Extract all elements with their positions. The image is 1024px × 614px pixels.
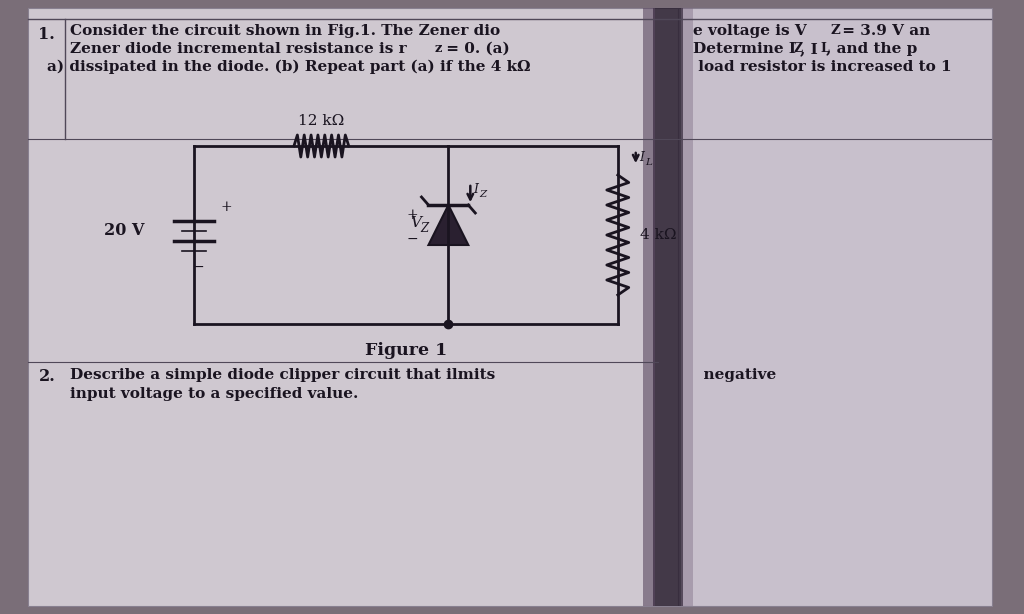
- Text: , and the p: , and the p: [826, 42, 918, 56]
- Text: = 0. (a): = 0. (a): [441, 42, 515, 56]
- Text: V: V: [410, 216, 421, 230]
- Text: Z: Z: [421, 222, 429, 235]
- FancyBboxPatch shape: [681, 8, 692, 606]
- Text: = 3.9 V an: = 3.9 V an: [837, 24, 930, 38]
- Text: Figure 1: Figure 1: [365, 342, 447, 359]
- Polygon shape: [428, 205, 468, 245]
- Text: +: +: [220, 200, 231, 214]
- Text: Zener diode incremental resistance is r: Zener diode incremental resistance is r: [70, 42, 407, 56]
- Text: L: L: [645, 158, 651, 166]
- Text: −: −: [193, 260, 204, 274]
- FancyBboxPatch shape: [652, 8, 683, 606]
- Text: I: I: [639, 150, 644, 163]
- Text: Z: Z: [794, 42, 803, 55]
- FancyBboxPatch shape: [643, 8, 654, 606]
- Text: L: L: [820, 42, 828, 55]
- Text: 2.: 2.: [39, 368, 55, 385]
- FancyBboxPatch shape: [28, 8, 706, 606]
- Text: +: +: [407, 208, 418, 222]
- Text: −: −: [407, 232, 418, 246]
- Text: e voltage is V: e voltage is V: [692, 24, 806, 38]
- Text: Consider the circuit shown in Fig.1. The Zener dio: Consider the circuit shown in Fig.1. The…: [70, 24, 500, 38]
- Text: 12 kΩ: 12 kΩ: [298, 114, 344, 128]
- Text: Z: Z: [479, 190, 486, 198]
- Text: z: z: [434, 42, 442, 55]
- Text: 20 V: 20 V: [104, 222, 144, 238]
- Text: negative: negative: [692, 368, 776, 382]
- FancyBboxPatch shape: [678, 8, 992, 606]
- Text: Z: Z: [830, 24, 840, 37]
- Text: a) dissipated in the diode. (b) Repeat part (a) if the 4 kΩ: a) dissipated in the diode. (b) Repeat p…: [47, 60, 530, 74]
- Text: Determine I: Determine I: [692, 42, 796, 56]
- Text: Describe a simple diode clipper circuit that ilmits: Describe a simple diode clipper circuit …: [70, 368, 495, 382]
- Text: input voltage to a specified value.: input voltage to a specified value.: [70, 387, 358, 401]
- Text: I: I: [473, 182, 478, 195]
- Text: 4 kΩ: 4 kΩ: [640, 228, 676, 242]
- Text: , I: , I: [800, 42, 818, 56]
- Text: load resistor is increased to 1: load resistor is increased to 1: [692, 60, 951, 74]
- Text: 1.: 1.: [39, 26, 55, 43]
